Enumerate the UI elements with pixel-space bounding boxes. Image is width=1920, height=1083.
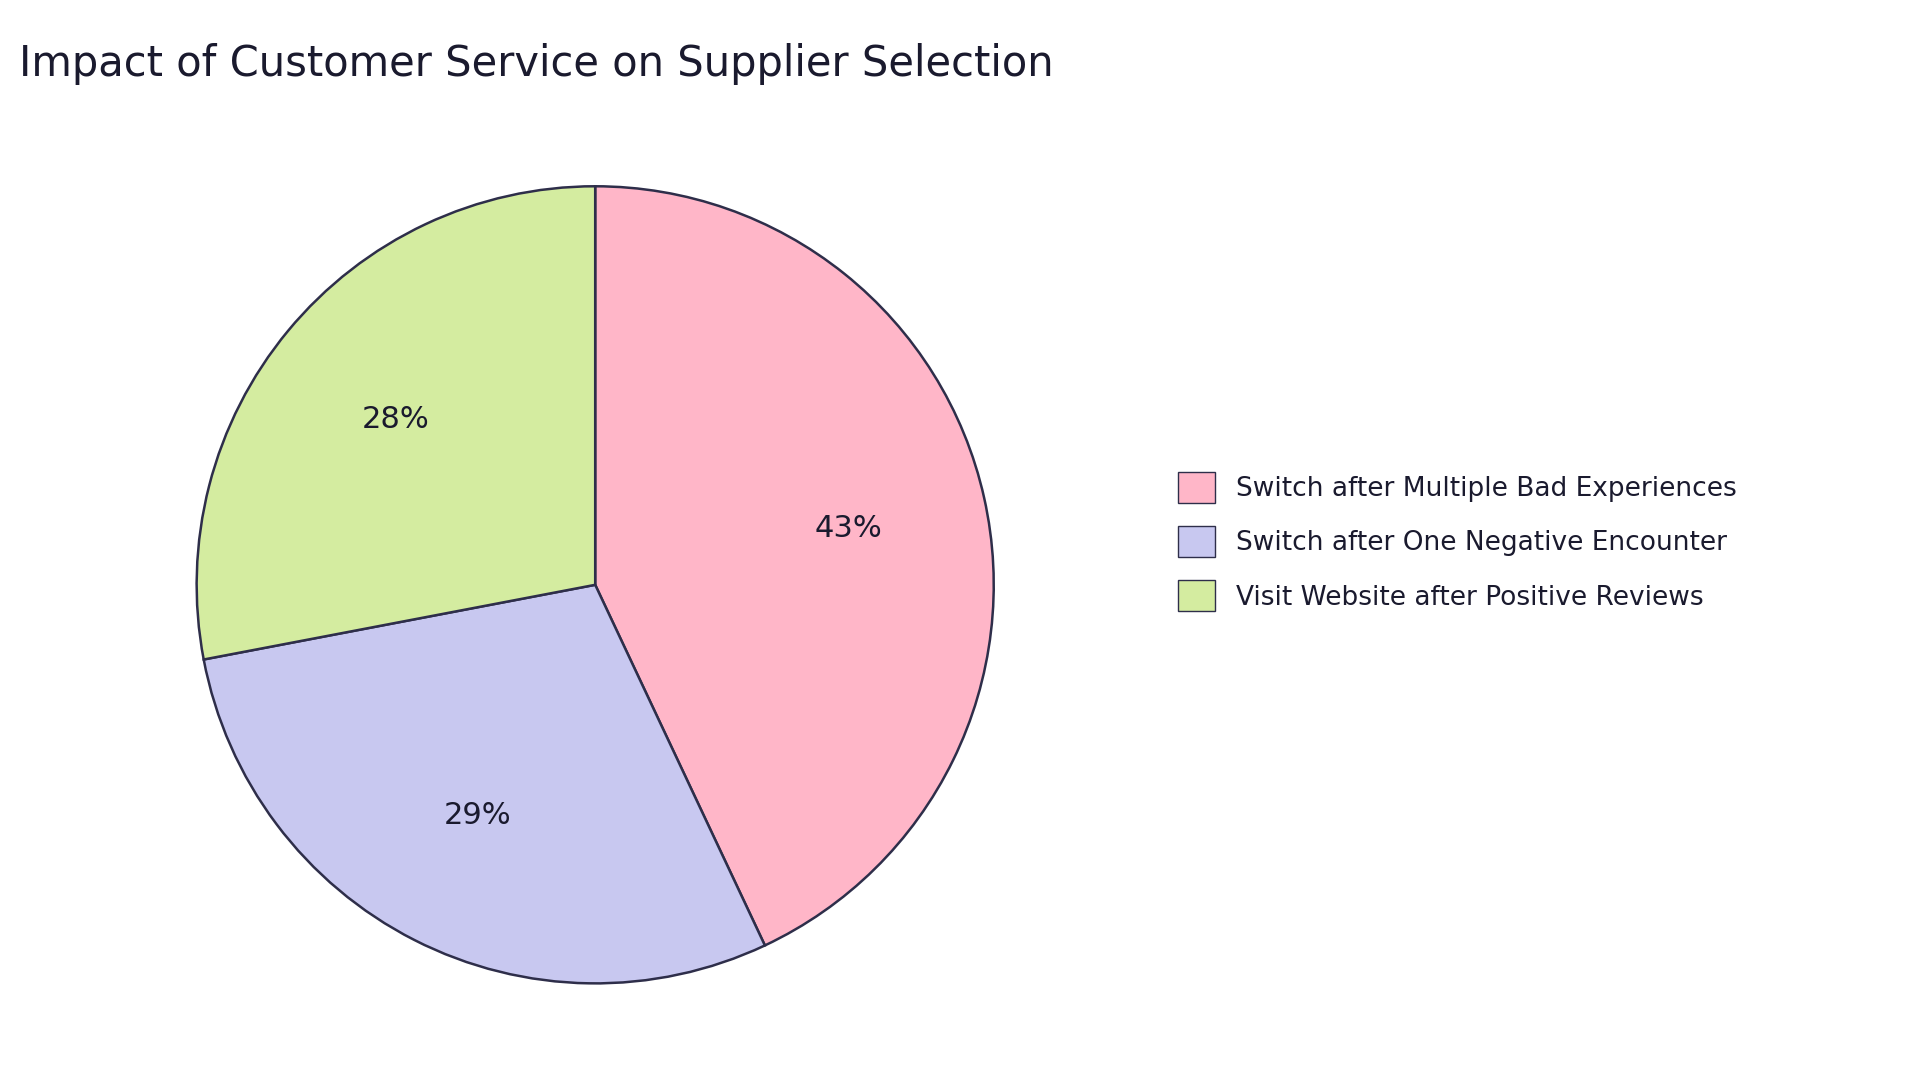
Text: 28%: 28% — [361, 405, 430, 434]
Wedge shape — [595, 186, 995, 945]
Text: 43%: 43% — [814, 513, 881, 543]
Text: Impact of Customer Service on Supplier Selection: Impact of Customer Service on Supplier S… — [19, 43, 1054, 86]
Wedge shape — [204, 585, 764, 983]
Legend: Switch after Multiple Bad Experiences, Switch after One Negative Encounter, Visi: Switch after Multiple Bad Experiences, S… — [1165, 459, 1751, 624]
Text: 29%: 29% — [444, 801, 511, 831]
Wedge shape — [196, 186, 595, 660]
